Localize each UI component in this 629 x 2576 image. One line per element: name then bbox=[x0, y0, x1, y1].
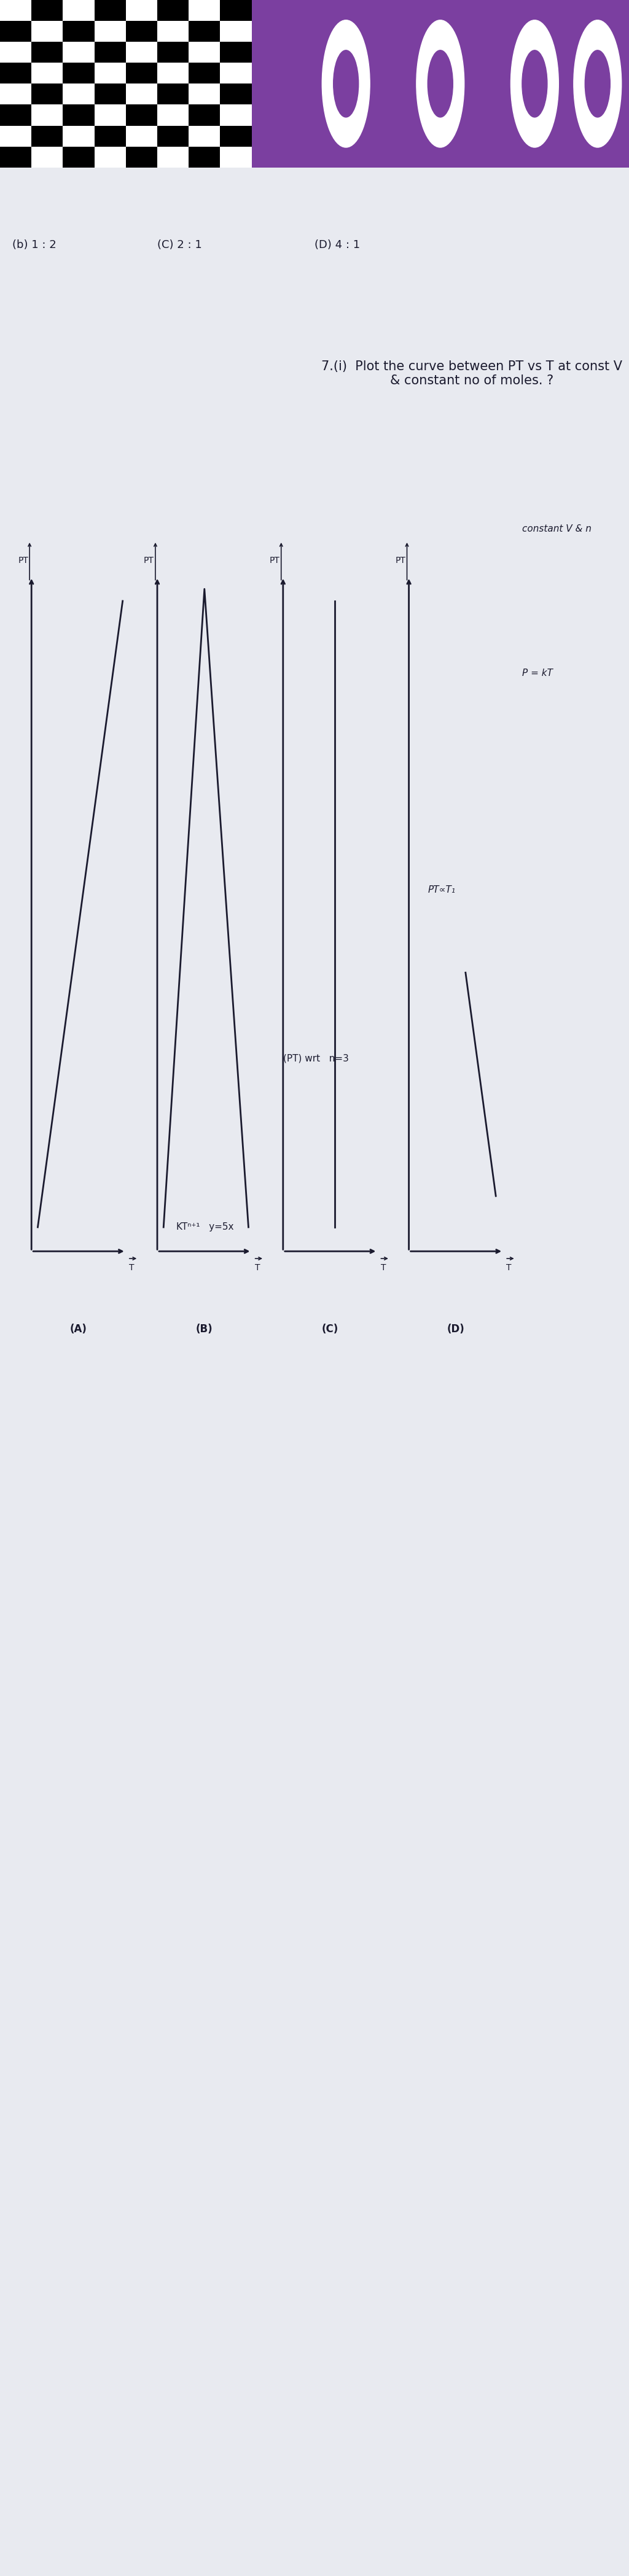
Bar bbox=[94, 126, 126, 147]
Bar bbox=[63, 147, 94, 167]
Bar bbox=[252, 0, 629, 167]
Bar bbox=[126, 82, 157, 106]
Circle shape bbox=[428, 52, 453, 116]
Bar bbox=[157, 0, 189, 21]
Text: constant V & n: constant V & n bbox=[522, 523, 591, 533]
Bar bbox=[0, 106, 31, 126]
Bar bbox=[31, 41, 63, 62]
Bar bbox=[63, 126, 94, 147]
Circle shape bbox=[511, 21, 559, 147]
Bar bbox=[220, 41, 252, 62]
Bar bbox=[0, 62, 31, 82]
Bar bbox=[94, 21, 126, 41]
Bar bbox=[0, 82, 31, 106]
Bar bbox=[157, 106, 189, 126]
Text: (D) 4 : 1: (D) 4 : 1 bbox=[314, 240, 360, 250]
Bar bbox=[157, 126, 189, 147]
Bar bbox=[31, 62, 63, 82]
Bar bbox=[220, 62, 252, 82]
Bar bbox=[189, 126, 220, 147]
Bar bbox=[0, 41, 31, 62]
Bar bbox=[0, 0, 31, 21]
Bar bbox=[189, 41, 220, 62]
Bar bbox=[189, 0, 220, 21]
Bar bbox=[94, 62, 126, 82]
Bar bbox=[220, 106, 252, 126]
Bar bbox=[94, 147, 126, 167]
Bar bbox=[94, 106, 126, 126]
Bar bbox=[126, 0, 157, 21]
Bar bbox=[126, 62, 157, 82]
Circle shape bbox=[322, 21, 370, 147]
Bar bbox=[157, 147, 189, 167]
Bar bbox=[189, 82, 220, 106]
Text: (C) 2 : 1: (C) 2 : 1 bbox=[157, 240, 202, 250]
Circle shape bbox=[574, 21, 621, 147]
Text: PT: PT bbox=[144, 556, 154, 564]
Bar bbox=[31, 82, 63, 106]
Bar bbox=[0, 147, 31, 167]
Bar bbox=[189, 106, 220, 126]
Bar bbox=[63, 106, 94, 126]
Text: PT: PT bbox=[270, 556, 280, 564]
Bar bbox=[63, 21, 94, 41]
Bar bbox=[157, 62, 189, 82]
Text: (b) 1 : 2: (b) 1 : 2 bbox=[13, 240, 57, 250]
Bar bbox=[189, 21, 220, 41]
Bar bbox=[63, 82, 94, 106]
Text: (C): (C) bbox=[322, 1324, 338, 1334]
Bar bbox=[189, 147, 220, 167]
Bar bbox=[31, 126, 63, 147]
Text: PT∝T₁: PT∝T₁ bbox=[428, 886, 455, 894]
Text: P = kT: P = kT bbox=[522, 670, 553, 677]
Circle shape bbox=[416, 21, 464, 147]
Bar bbox=[31, 0, 63, 21]
Bar bbox=[0, 126, 31, 147]
Text: T: T bbox=[506, 1262, 511, 1273]
Bar bbox=[220, 82, 252, 106]
Circle shape bbox=[522, 52, 547, 116]
Bar bbox=[126, 21, 157, 41]
Bar bbox=[157, 82, 189, 106]
Circle shape bbox=[333, 52, 359, 116]
Bar bbox=[63, 0, 94, 21]
Bar bbox=[157, 41, 189, 62]
Bar bbox=[63, 62, 94, 82]
Bar bbox=[189, 62, 220, 82]
Text: KTⁿ⁺¹   y=5x: KTⁿ⁺¹ y=5x bbox=[176, 1224, 233, 1231]
Text: PT: PT bbox=[18, 556, 28, 564]
Bar bbox=[63, 41, 94, 62]
Text: T: T bbox=[381, 1262, 386, 1273]
Bar bbox=[31, 21, 63, 41]
Bar bbox=[126, 41, 157, 62]
Bar bbox=[126, 106, 157, 126]
Text: 7.(i)  Plot the curve between PT vs T at const V & constant no of moles. ?: 7.(i) Plot the curve between PT vs T at … bbox=[321, 361, 622, 386]
Bar bbox=[157, 21, 189, 41]
Bar bbox=[126, 126, 157, 147]
Text: (B): (B) bbox=[196, 1324, 213, 1334]
Bar bbox=[94, 41, 126, 62]
Circle shape bbox=[585, 52, 610, 116]
Bar bbox=[31, 147, 63, 167]
Bar bbox=[94, 82, 126, 106]
Text: PT: PT bbox=[396, 556, 406, 564]
Bar bbox=[220, 147, 252, 167]
Bar bbox=[31, 106, 63, 126]
Text: (PT) wrt   n=3: (PT) wrt n=3 bbox=[283, 1054, 348, 1064]
Bar bbox=[126, 147, 157, 167]
Bar bbox=[220, 126, 252, 147]
Bar bbox=[94, 0, 126, 21]
Bar bbox=[220, 21, 252, 41]
Text: T: T bbox=[255, 1262, 260, 1273]
Text: T: T bbox=[129, 1262, 134, 1273]
Text: (D): (D) bbox=[447, 1324, 465, 1334]
Bar bbox=[0, 21, 31, 41]
Bar bbox=[220, 0, 252, 21]
Text: (A): (A) bbox=[70, 1324, 87, 1334]
